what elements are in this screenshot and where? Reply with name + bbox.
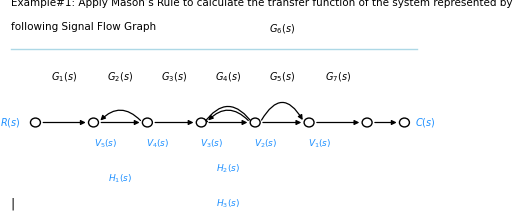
Ellipse shape bbox=[304, 118, 314, 127]
Text: $G_1(s)$: $G_1(s)$ bbox=[52, 70, 77, 83]
Ellipse shape bbox=[196, 118, 206, 127]
Text: $G_7(s)$: $G_7(s)$ bbox=[325, 70, 351, 83]
Text: $G_6(s)$: $G_6(s)$ bbox=[269, 22, 295, 36]
Text: $G_5(s)$: $G_5(s)$ bbox=[269, 70, 295, 83]
Text: $H_2(s)$: $H_2(s)$ bbox=[216, 162, 240, 174]
Ellipse shape bbox=[89, 118, 99, 127]
Ellipse shape bbox=[250, 118, 260, 127]
Ellipse shape bbox=[30, 118, 40, 127]
Ellipse shape bbox=[143, 118, 152, 127]
Text: $V_5(s)$: $V_5(s)$ bbox=[94, 137, 117, 150]
Text: $V_2(s)$: $V_2(s)$ bbox=[254, 137, 277, 150]
Text: $V_1(s)$: $V_1(s)$ bbox=[308, 137, 331, 150]
Text: $G_2(s)$: $G_2(s)$ bbox=[108, 70, 134, 83]
Text: |: | bbox=[10, 197, 15, 210]
Text: $H_3(s)$: $H_3(s)$ bbox=[216, 197, 240, 210]
Text: $C(s)$: $C(s)$ bbox=[415, 116, 435, 129]
Text: Example#1: Apply Mason’s Rule to calculate the transfer function of the system r: Example#1: Apply Mason’s Rule to calcula… bbox=[10, 0, 512, 8]
Text: $G_4(s)$: $G_4(s)$ bbox=[215, 70, 241, 83]
Ellipse shape bbox=[362, 118, 372, 127]
Text: $V_3(s)$: $V_3(s)$ bbox=[200, 137, 223, 150]
Text: following Signal Flow Graph: following Signal Flow Graph bbox=[10, 22, 156, 32]
Text: $H_1(s)$: $H_1(s)$ bbox=[109, 172, 133, 185]
Text: $R(s)$: $R(s)$ bbox=[1, 116, 21, 129]
Text: $G_3(s)$: $G_3(s)$ bbox=[161, 70, 187, 83]
Ellipse shape bbox=[399, 118, 409, 127]
Text: $V_4(s)$: $V_4(s)$ bbox=[146, 137, 170, 150]
